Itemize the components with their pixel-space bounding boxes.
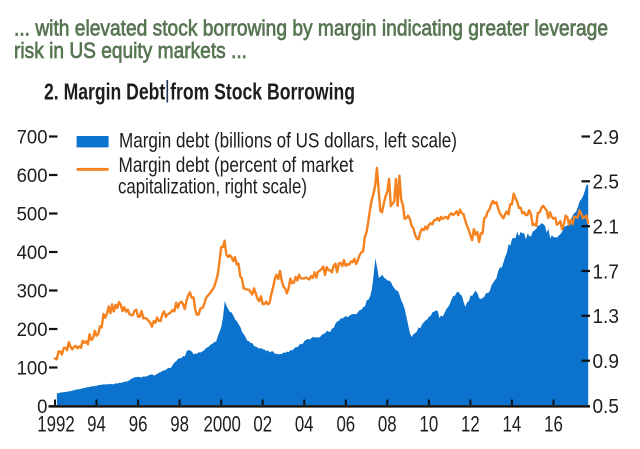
svg-text:2000: 2000: [203, 412, 241, 437]
svg-text:1.3: 1.3: [593, 306, 619, 329]
svg-text:98: 98: [170, 412, 189, 437]
svg-text:200: 200: [17, 320, 48, 342]
svg-text:06: 06: [336, 412, 355, 437]
svg-text:100: 100: [17, 358, 48, 380]
svg-text:2.5: 2.5: [593, 171, 620, 194]
svg-text:96: 96: [129, 412, 148, 437]
svg-text:02: 02: [253, 412, 272, 437]
svg-text:capitalization, right scale): capitalization, right scale): [118, 176, 307, 199]
svg-text:600: 600: [17, 166, 48, 188]
svg-text:400: 400: [17, 243, 48, 265]
svg-text:04: 04: [295, 412, 314, 437]
svg-text:300: 300: [17, 281, 48, 303]
svg-text:12: 12: [461, 412, 480, 437]
svg-text:08: 08: [378, 412, 397, 437]
svg-text:700: 700: [17, 127, 48, 149]
svg-text:500: 500: [17, 204, 48, 226]
svg-text:0.9: 0.9: [593, 351, 619, 374]
svg-text:1.7: 1.7: [593, 261, 619, 284]
svg-text:0: 0: [37, 397, 47, 419]
svg-text:... with elevated stock borrow: ... with elevated stock borrowing by mar…: [14, 16, 608, 41]
svg-text:2.9: 2.9: [593, 126, 619, 149]
svg-text:16: 16: [544, 412, 563, 437]
svg-text:14: 14: [503, 412, 522, 437]
svg-text:0.5: 0.5: [593, 395, 620, 418]
svg-text:1992: 1992: [37, 412, 74, 437]
svg-text:Margin debt (percent of market: Margin debt (percent of market: [119, 154, 354, 177]
svg-text:Margin debt (billions of US do: Margin debt (billions of US dollars, lef…: [119, 129, 457, 152]
svg-text:10: 10: [420, 412, 439, 437]
svg-text:94: 94: [87, 412, 106, 437]
svg-text:2.1: 2.1: [593, 216, 619, 239]
svg-text:risk in US equity markets ...: risk in US equity markets ...: [14, 38, 247, 63]
svg-text:2. Margin Debt from Stock Borr: 2. Margin Debt from Stock Borrowing: [44, 79, 355, 105]
